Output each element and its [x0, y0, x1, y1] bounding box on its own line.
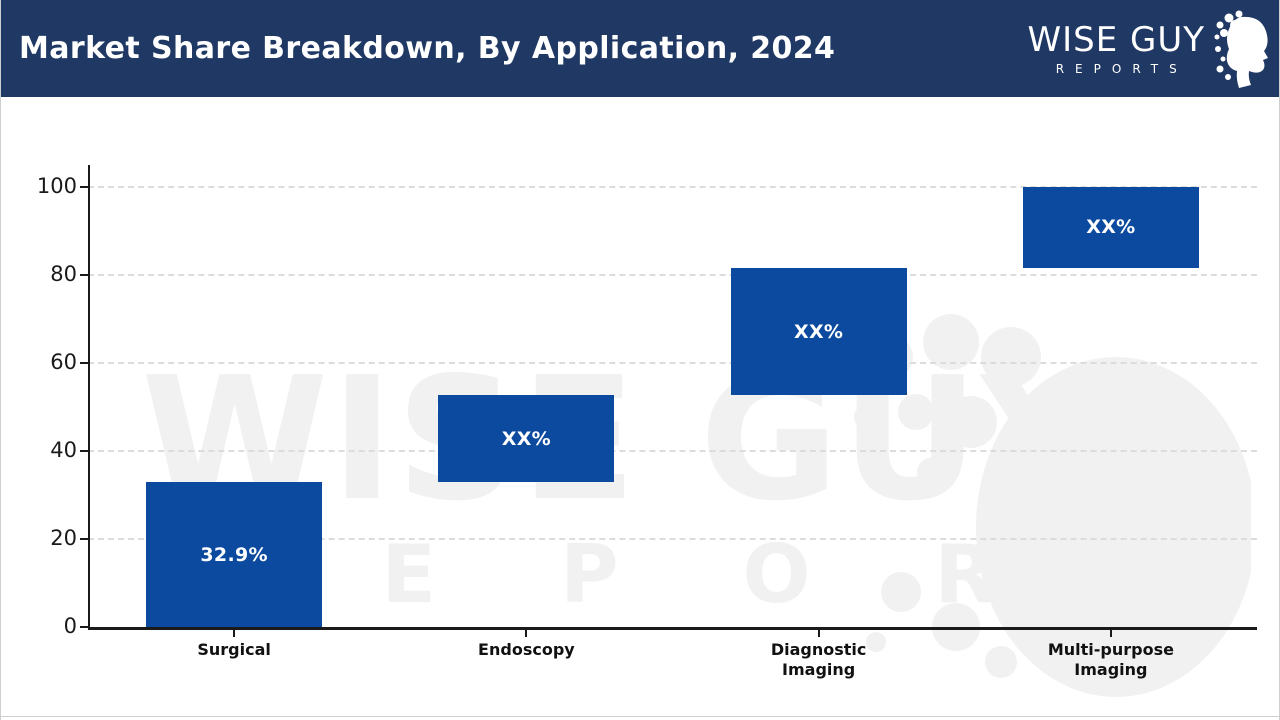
bar-value-label: XX%: [794, 320, 844, 343]
y-axis: [88, 165, 90, 630]
y-tick-label: 0: [63, 614, 77, 638]
page-title: Market Share Breakdown, By Application, …: [19, 31, 836, 66]
bar-surgical: 32.9%: [146, 482, 323, 627]
bar-diagnostic-imaging: XX%: [730, 267, 907, 396]
y-tick-label: 80: [50, 262, 77, 286]
x-tick-mark: [817, 630, 820, 637]
y-tick-mark: [80, 274, 88, 276]
bar-multi-purpose-imaging: XX%: [1022, 187, 1199, 268]
bar-value-label: 32.9%: [200, 543, 268, 566]
x-category-label: Diagnostic Imaging: [770, 640, 867, 679]
y-tick-label: 20: [50, 526, 77, 550]
brand-head-icon: [1214, 10, 1268, 88]
x-category-label: Surgical: [197, 640, 271, 659]
bottom-border: [1, 716, 1279, 717]
y-tick-mark: [80, 450, 88, 452]
x-tick-mark: [1109, 630, 1112, 637]
brand-subtitle-text: REPORTS: [1055, 61, 1188, 76]
y-tick-mark: [80, 538, 88, 540]
x-category-label: Endoscopy: [478, 640, 575, 659]
x-tick-mark: [233, 630, 236, 637]
header: Market Share Breakdown, By Application, …: [1, 0, 1279, 97]
gridline-40: [88, 450, 1257, 452]
gridline-100: [88, 186, 1257, 188]
y-tick-mark: [80, 186, 88, 188]
brand-name-text: WISE GUY: [1027, 19, 1205, 60]
gridline-60: [88, 362, 1257, 364]
bar-value-label: XX%: [1086, 216, 1136, 239]
bar-endoscopy: XX%: [438, 395, 615, 483]
y-tick-label: 40: [50, 438, 77, 462]
gridline-20: [88, 538, 1257, 540]
gridline-80: [88, 274, 1257, 276]
y-tick-mark: [80, 626, 88, 628]
x-axis: [88, 627, 1257, 630]
x-tick-mark: [525, 630, 528, 637]
brand-wordmark: WISE GUY REPORTS: [1027, 23, 1205, 76]
brand-logo: WISE GUY REPORTS: [1027, 6, 1273, 92]
bar-value-label: XX%: [501, 427, 551, 450]
y-tick-label: 60: [50, 350, 77, 374]
y-tick-label: 100: [36, 174, 77, 198]
x-category-label: Multi-purpose Imaging: [1047, 640, 1174, 679]
y-tick-mark: [80, 362, 88, 364]
